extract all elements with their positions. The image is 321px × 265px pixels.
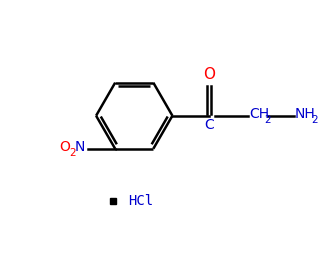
Text: 2: 2 (311, 115, 317, 125)
Text: O: O (59, 140, 70, 154)
Text: NH: NH (295, 107, 316, 121)
Text: N: N (75, 140, 85, 154)
Text: O: O (203, 67, 215, 82)
Text: C: C (204, 118, 214, 132)
Text: 2: 2 (265, 115, 271, 125)
Text: HCl: HCl (128, 194, 153, 208)
Text: 2: 2 (69, 148, 76, 158)
Text: CH: CH (249, 107, 269, 121)
